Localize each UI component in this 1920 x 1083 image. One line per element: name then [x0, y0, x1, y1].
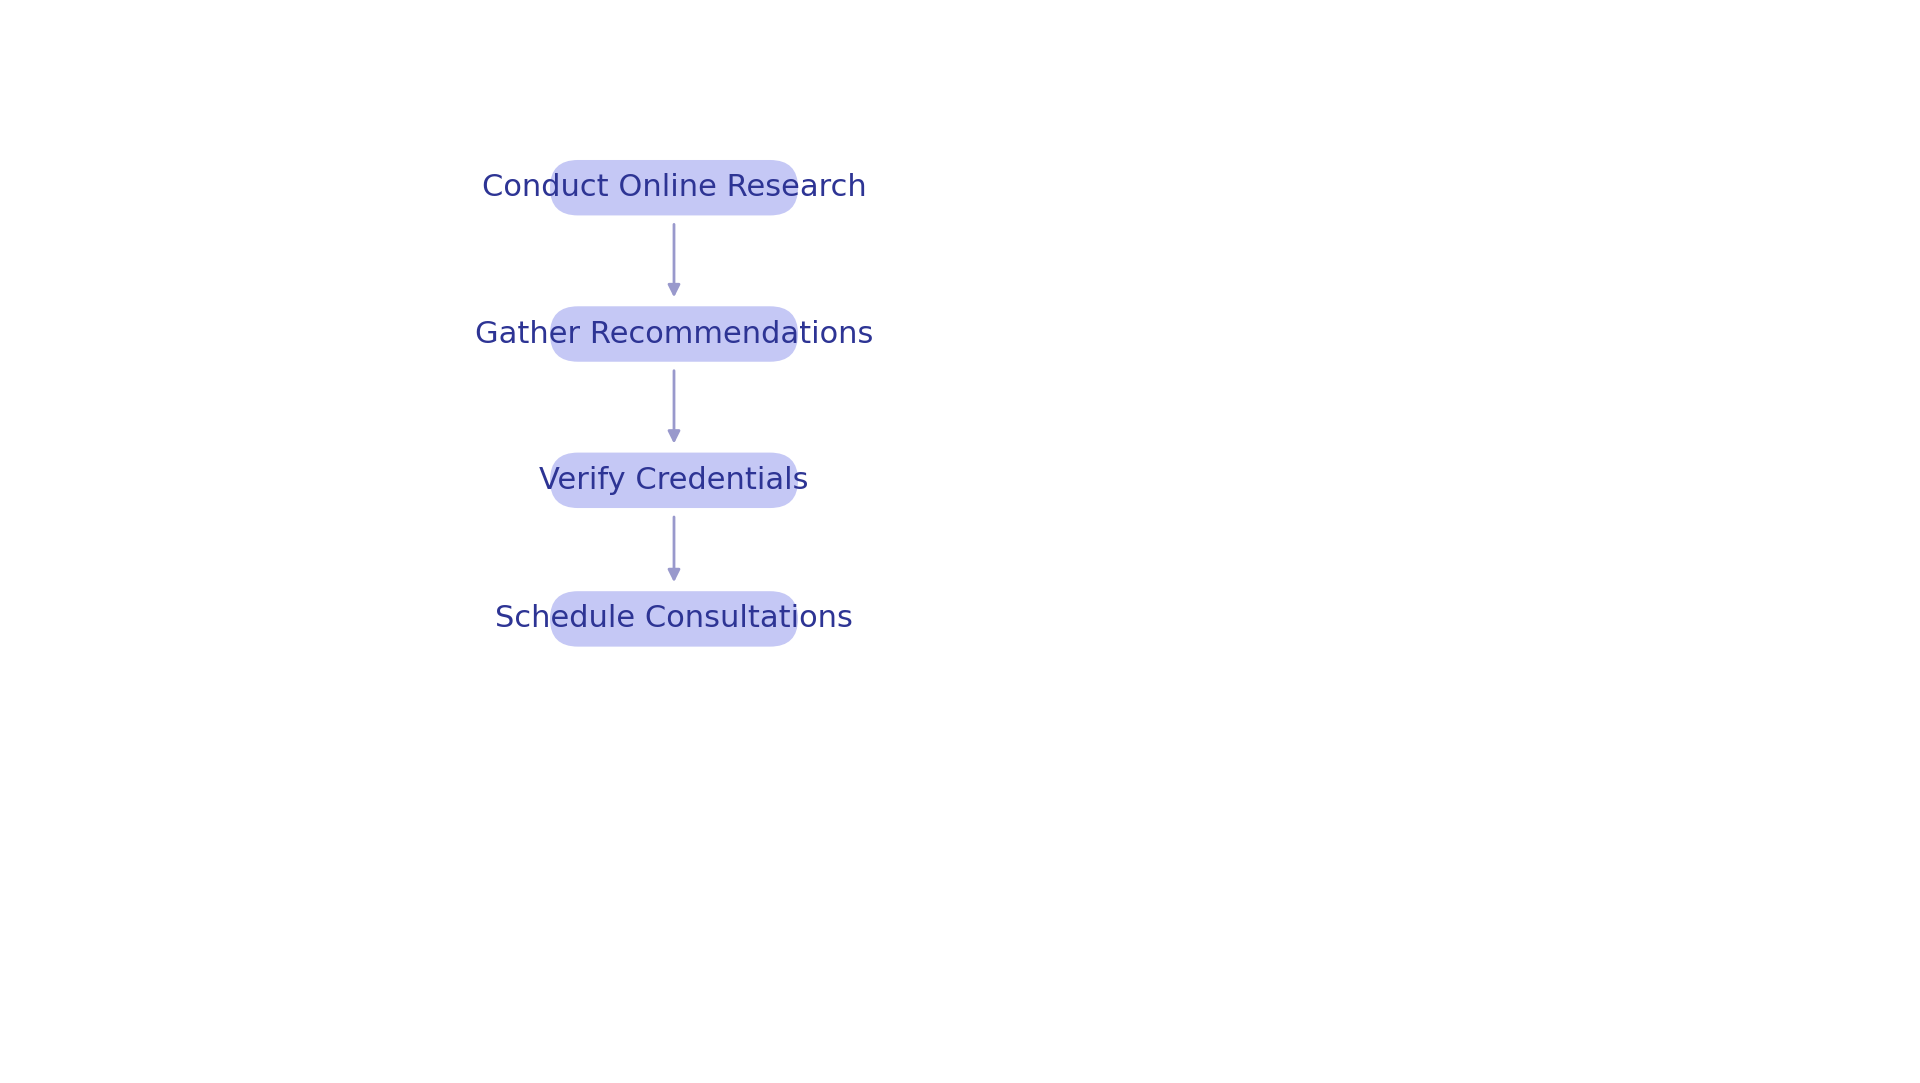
FancyBboxPatch shape: [549, 306, 799, 362]
Text: Conduct Online Research: Conduct Online Research: [482, 173, 866, 203]
FancyBboxPatch shape: [549, 453, 799, 508]
Text: Verify Credentials: Verify Credentials: [540, 466, 808, 495]
Text: Gather Recommendations: Gather Recommendations: [474, 319, 874, 349]
FancyBboxPatch shape: [549, 591, 799, 647]
FancyBboxPatch shape: [549, 160, 799, 216]
Text: Schedule Consultations: Schedule Consultations: [495, 604, 852, 634]
